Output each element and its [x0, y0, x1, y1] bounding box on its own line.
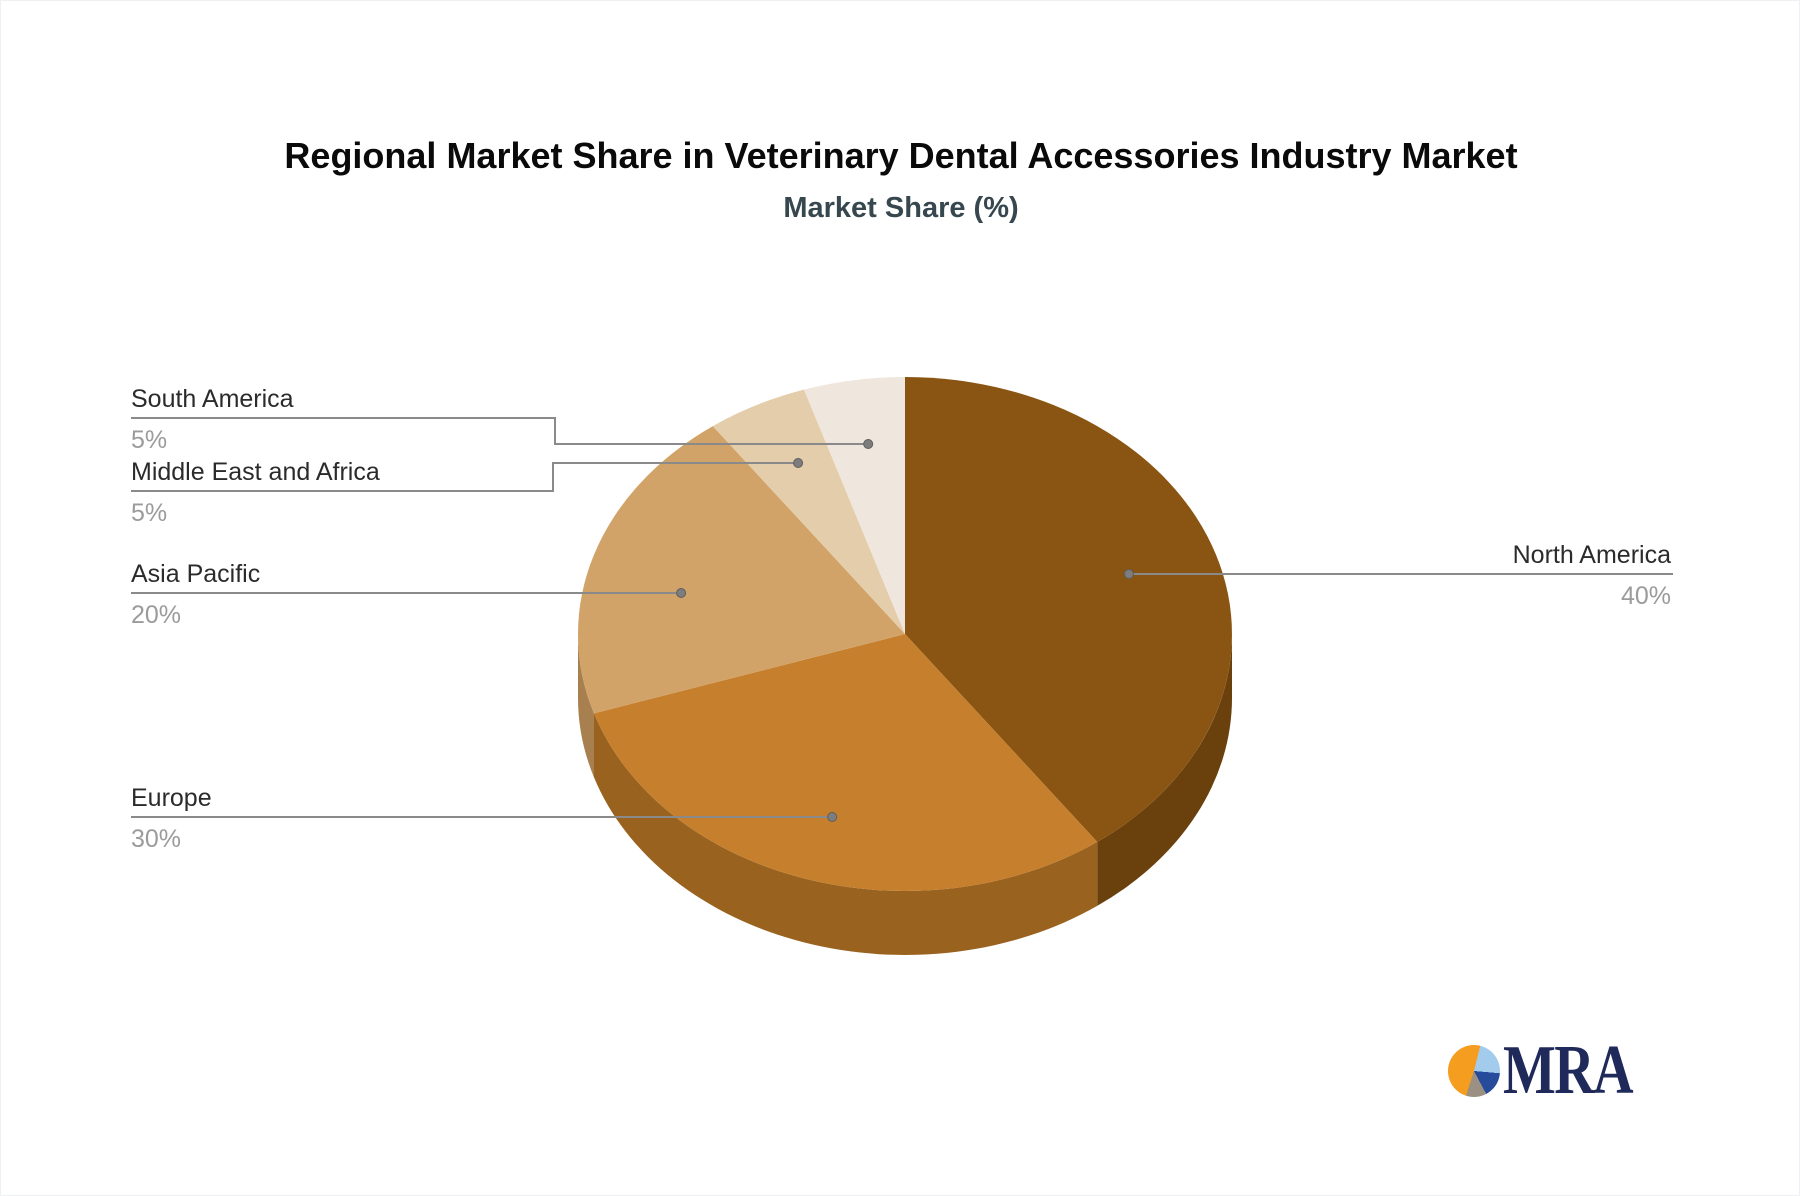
pie-slice-south-america[interactable] — [804, 377, 905, 634]
mra-logo: MRA — [1448, 1032, 1664, 1109]
slice-percent-north-america: 40% — [1620, 582, 1671, 610]
slice-label-south-america: South America — [131, 385, 294, 413]
chart-subtitle: Market Share (%) — [783, 192, 1019, 224]
leader-dot-asia-pacific — [676, 588, 687, 598]
leader-dot-south-america — [863, 439, 874, 449]
slice-label-europe: Europe — [131, 784, 212, 812]
slice-percent-asia-pacific: 20% — [131, 601, 182, 629]
leader-dot-europe — [827, 812, 838, 822]
pie-slice-wall-north-america — [1097, 634, 1232, 906]
pie-slice-asia-pacific[interactable] — [578, 426, 905, 714]
slice-label-middle-east-and-africa: Middle East and Africa — [131, 458, 380, 486]
slice-percent-middle-east-and-africa: 5% — [131, 499, 168, 527]
slice-percent-south-america: 5% — [131, 426, 168, 454]
pie-slice-middle-east-and-africa[interactable] — [712, 389, 905, 634]
mra-logo-text: MRA — [1503, 1032, 1634, 1109]
leader-line-middle-east-and-africa — [131, 462, 799, 492]
leader-line-south-america — [131, 417, 869, 445]
slice-label-north-america: North America — [1512, 541, 1671, 569]
pie-slice-wall-europe — [594, 713, 1098, 955]
slice-label-asia-pacific: Asia Pacific — [131, 560, 261, 588]
chart-title: Regional Market Share in Veterinary Dent… — [284, 135, 1518, 176]
leader-dot-north-america — [1123, 569, 1134, 579]
pie-slice-wall-asia-pacific — [578, 634, 594, 778]
pie-slice-europe[interactable] — [594, 634, 1098, 891]
slice-percent-europe: 30% — [131, 825, 182, 853]
leader-dot-middle-east-and-africa — [793, 458, 804, 468]
mra-logo-pie-icon — [1448, 1045, 1500, 1097]
pie-slice-north-america[interactable] — [905, 377, 1232, 842]
